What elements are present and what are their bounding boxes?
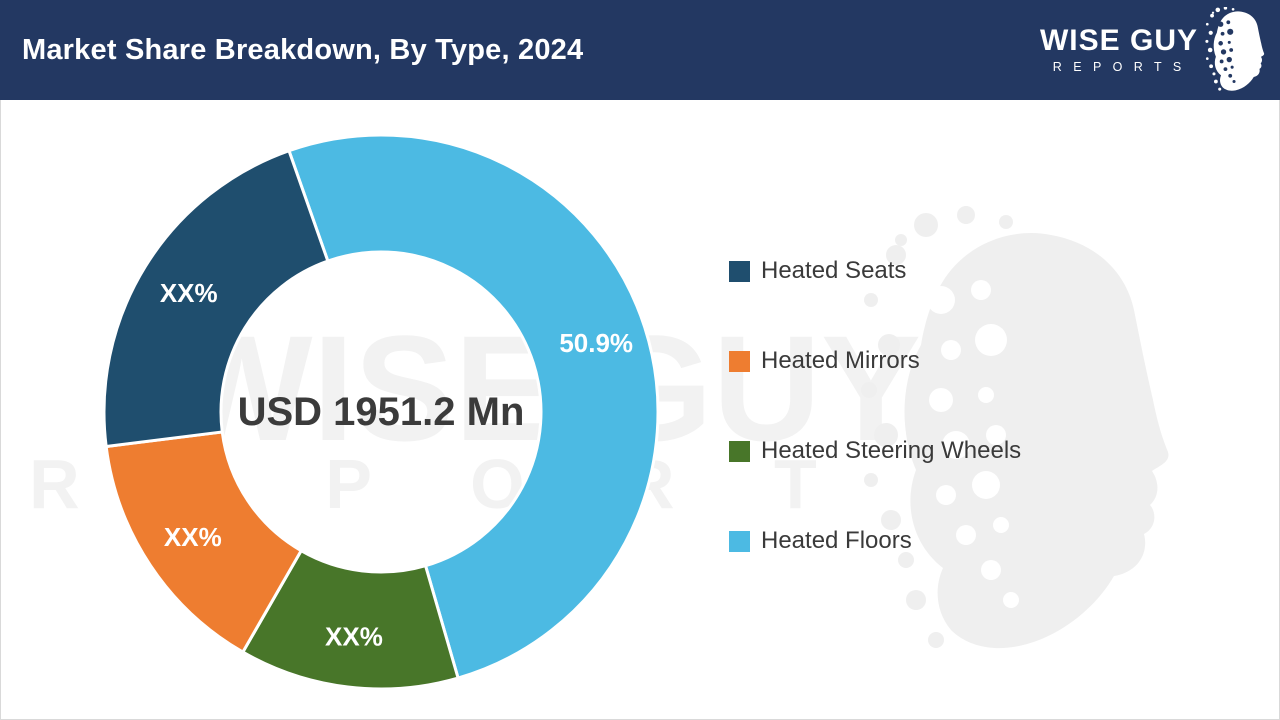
logo-wordmark: WISE GUY bbox=[1039, 24, 1198, 58]
slice-value-label-heated-mirrors: XX% bbox=[164, 522, 222, 552]
pie-slice-heated-seats bbox=[102, 148, 330, 449]
center-value-label: USD 1951.2 Mn bbox=[238, 390, 525, 434]
header-bar: Market Share Breakdown, By Type, 2024 WI… bbox=[0, 0, 1280, 100]
wise-guy-logo: WISE GUY R E P O R T S bbox=[1040, 7, 1280, 93]
slice-value-label-heated-floors: 50.9% bbox=[559, 328, 633, 358]
slice-labels: 50.9% XX% XX% XX% bbox=[160, 278, 633, 651]
chart-area: WISE GUY R E P O R T S 50.9% XX% XX% XX% US… bbox=[0, 100, 1280, 720]
pie-slice-heated-floors bbox=[287, 133, 660, 680]
slice-value-label-heated-steering-wheels: XX% bbox=[325, 621, 383, 651]
logo-face-icon bbox=[1205, 7, 1265, 91]
logo-subtitle: R E P O R T S bbox=[1052, 60, 1186, 75]
donut-chart: WISE GUY R E P O R T S 50.9%XX%XX%XX% US… bbox=[29, 133, 1169, 691]
pie-slices bbox=[102, 133, 660, 691]
logo-text: WISE GUY R E P O R T S bbox=[1040, 26, 1198, 74]
page-title: Market Share Breakdown, By Type, 2024 bbox=[22, 33, 584, 66]
watermark-face-icon bbox=[861, 206, 1169, 649]
slice-value-label-heated-seats: XX% bbox=[160, 278, 218, 308]
